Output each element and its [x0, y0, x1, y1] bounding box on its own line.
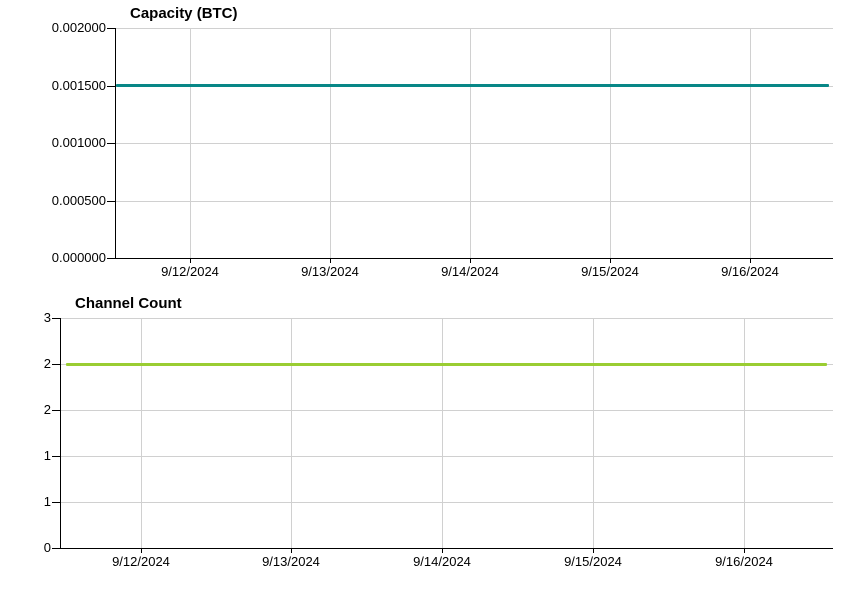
y-tick-mark — [107, 258, 115, 259]
x-axis-label: 9/12/2024 — [161, 264, 219, 279]
y-axis-label: 2 — [43, 356, 51, 371]
x-gridline — [330, 28, 331, 258]
y-axis-line — [115, 28, 116, 259]
y-axis-label: 0.000500 — [51, 193, 106, 208]
y-axis-label: 2 — [43, 402, 51, 417]
x-axis-label: 9/15/2024 — [564, 554, 622, 569]
y-tick-mark — [107, 86, 115, 87]
x-tick-mark — [470, 258, 471, 263]
x-gridline — [291, 318, 292, 548]
y-axis-label: 0.000000 — [51, 250, 106, 265]
y-axis-label: 0.002000 — [51, 20, 106, 35]
x-axis-label: 9/12/2024 — [112, 554, 170, 569]
y-gridline — [115, 28, 833, 29]
y-gridline — [60, 318, 833, 319]
y-gridline — [60, 502, 833, 503]
x-tick-mark — [750, 258, 751, 263]
x-tick-mark — [190, 258, 191, 263]
y-gridline — [60, 456, 833, 457]
capacity-chart-title: Capacity (BTC) — [130, 5, 238, 22]
channel-count-chart-title: Channel Count — [75, 295, 182, 312]
y-gridline — [115, 143, 833, 144]
x-axis-label: 9/13/2024 — [301, 264, 359, 279]
x-tick-mark — [593, 548, 594, 553]
y-tick-mark — [52, 456, 60, 457]
x-tick-mark — [442, 548, 443, 553]
x-axis-label: 9/13/2024 — [262, 554, 320, 569]
x-gridline — [750, 28, 751, 258]
x-tick-mark — [610, 258, 611, 263]
x-gridline — [610, 28, 611, 258]
x-tick-mark — [744, 548, 745, 553]
x-axis-label: 9/15/2024 — [581, 264, 639, 279]
y-axis-label: 1 — [43, 448, 51, 463]
channel-count-series-line — [66, 362, 827, 366]
x-tick-mark — [141, 548, 142, 553]
y-tick-mark — [52, 364, 60, 365]
x-axis-label: 9/14/2024 — [441, 264, 499, 279]
y-tick-mark — [107, 28, 115, 29]
y-axis-line — [60, 318, 61, 549]
x-axis-label: 9/16/2024 — [715, 554, 773, 569]
y-tick-mark — [52, 502, 60, 503]
y-tick-mark — [52, 410, 60, 411]
y-axis-label: 3 — [43, 310, 51, 325]
y-tick-mark — [107, 143, 115, 144]
x-gridline — [470, 28, 471, 258]
x-axis-label: 9/14/2024 — [413, 554, 471, 569]
y-axis-label: 0 — [43, 540, 51, 555]
x-gridline — [442, 318, 443, 548]
y-gridline — [115, 201, 833, 202]
x-axis-line — [60, 548, 833, 549]
x-tick-mark — [330, 258, 331, 263]
y-gridline — [60, 410, 833, 411]
x-gridline — [141, 318, 142, 548]
x-gridline — [744, 318, 745, 548]
x-gridline — [593, 318, 594, 548]
x-tick-mark — [291, 548, 292, 553]
y-tick-mark — [52, 318, 60, 319]
y-axis-label: 1 — [43, 494, 51, 509]
y-axis-label: 0.001000 — [51, 135, 106, 150]
x-gridline — [190, 28, 191, 258]
y-axis-label: 0.001500 — [51, 78, 106, 93]
x-axis-line — [115, 258, 833, 259]
x-axis-label: 9/16/2024 — [721, 264, 779, 279]
y-tick-mark — [52, 548, 60, 549]
y-tick-mark — [107, 201, 115, 202]
capacity-series-line — [116, 84, 829, 87]
